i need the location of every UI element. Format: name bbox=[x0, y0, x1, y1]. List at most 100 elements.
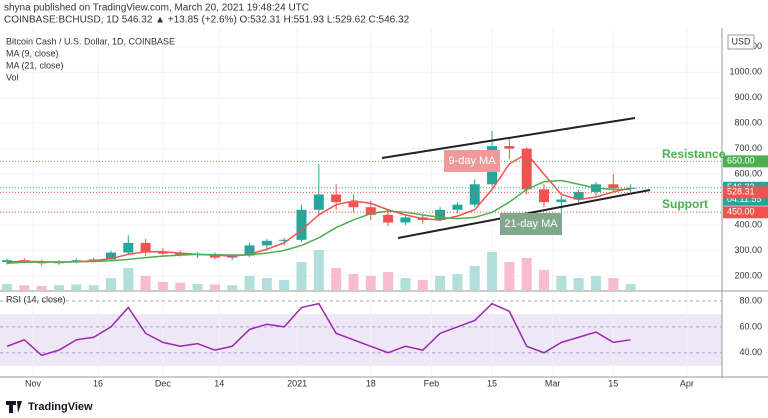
legend-entry: Vol bbox=[6, 72, 19, 82]
volume-bar bbox=[36, 286, 47, 290]
volume-bar bbox=[244, 276, 255, 290]
volume-bar bbox=[157, 282, 168, 290]
y-tick-label: 300.00 bbox=[734, 245, 762, 255]
trendline bbox=[381, 117, 636, 159]
volume-bar bbox=[88, 285, 99, 290]
publisher: shyna published on TradingView.com, Marc… bbox=[4, 3, 309, 14]
volume-bar bbox=[539, 270, 550, 290]
price-badge bbox=[723, 206, 768, 219]
volume-bar bbox=[19, 285, 30, 290]
volume-bar bbox=[590, 276, 601, 290]
candle-body bbox=[452, 204, 463, 210]
volume-bar bbox=[487, 252, 498, 290]
candle-body bbox=[140, 242, 151, 252]
y-tick-label: 900.00 bbox=[734, 92, 762, 102]
candle-body bbox=[608, 184, 619, 189]
rsi-line bbox=[6, 302, 631, 357]
volume-bar bbox=[227, 285, 238, 290]
x-tick-label: 15 bbox=[487, 378, 497, 388]
annotation: 21-day MA bbox=[504, 218, 558, 230]
x-tick-label: 2021 bbox=[287, 378, 307, 388]
volume-bar bbox=[365, 276, 376, 290]
candle-body bbox=[123, 242, 134, 253]
volume-bar bbox=[400, 278, 411, 290]
candle-body bbox=[504, 146, 515, 149]
countdown: 04:11:55 bbox=[727, 194, 761, 204]
currency: USD bbox=[731, 36, 751, 46]
candle-body bbox=[469, 184, 480, 205]
volume-bar bbox=[261, 278, 272, 290]
x-tick-label: Feb bbox=[424, 378, 440, 388]
price-badge bbox=[723, 155, 768, 168]
candle-body bbox=[157, 251, 168, 254]
candle-body bbox=[573, 191, 584, 200]
rsi-band bbox=[0, 313, 722, 366]
y-tick-label: 800.00 bbox=[734, 118, 762, 128]
annotation-box bbox=[500, 213, 562, 235]
annotation: 9-day MA bbox=[448, 155, 496, 167]
volume-bar bbox=[53, 285, 64, 290]
candle-body bbox=[105, 252, 116, 260]
x-tick-label: Nov bbox=[25, 378, 42, 388]
candle-body bbox=[175, 253, 186, 256]
volume-bar bbox=[469, 266, 480, 290]
x-tick-label: 15 bbox=[608, 378, 618, 388]
volume-bar bbox=[452, 274, 463, 290]
ma-line bbox=[6, 152, 631, 263]
candle-body bbox=[556, 199, 567, 203]
y-tick-label: 200.00 bbox=[734, 270, 762, 280]
volume-bar bbox=[279, 280, 290, 290]
x-tick-label: 14 bbox=[214, 378, 224, 388]
candle-body bbox=[2, 260, 13, 262]
logo-icon bbox=[6, 401, 22, 413]
x-tick-label: Dec bbox=[155, 378, 172, 388]
volume-bar bbox=[71, 284, 82, 290]
volume-bar bbox=[105, 278, 116, 290]
legend-entry: MA (21, close) bbox=[6, 60, 64, 70]
rsi-tick-label: 40.00 bbox=[739, 347, 762, 357]
annotation: Resistance bbox=[662, 147, 726, 161]
candle-body bbox=[383, 214, 394, 223]
candle-body bbox=[313, 194, 324, 210]
volume-bar bbox=[331, 268, 342, 290]
candle-body bbox=[261, 240, 272, 246]
candle-body bbox=[435, 209, 446, 220]
volume-bar bbox=[435, 276, 446, 290]
legend-entry: MA (9, close) bbox=[6, 48, 59, 58]
volume-bar bbox=[556, 276, 567, 290]
y-tick-label: 1000.00 bbox=[729, 67, 762, 77]
volume-bar bbox=[573, 278, 584, 290]
candle-body bbox=[400, 217, 411, 223]
price-badge bbox=[723, 186, 768, 199]
annotation: Support bbox=[662, 197, 708, 211]
volume-bar bbox=[2, 284, 13, 290]
ma-line bbox=[6, 179, 631, 265]
x-tick-label: Mar bbox=[545, 378, 561, 388]
volume-bar bbox=[521, 258, 532, 290]
candle-body bbox=[279, 239, 290, 241]
x-tick-label: 18 bbox=[366, 378, 376, 388]
volume-bar bbox=[625, 284, 636, 290]
volume-bar bbox=[123, 268, 134, 290]
candle-body bbox=[365, 207, 376, 215]
volume-bar bbox=[417, 280, 428, 290]
currency-box bbox=[727, 34, 755, 50]
candle-body bbox=[521, 148, 532, 190]
volume-bar bbox=[140, 276, 151, 290]
volume-bar bbox=[209, 284, 220, 290]
candle-body bbox=[331, 194, 342, 203]
candle-body bbox=[348, 202, 359, 208]
candle-body bbox=[71, 260, 82, 262]
legend-entry: RSI (14, close) bbox=[6, 294, 66, 304]
footer-logo: TradingView bbox=[28, 401, 93, 413]
volume-bar bbox=[504, 262, 515, 290]
y-tick-label: 700.00 bbox=[734, 143, 762, 153]
volume-bar bbox=[192, 284, 203, 290]
annotation-box bbox=[444, 150, 500, 172]
volume-bar bbox=[608, 278, 619, 290]
plot: 200.00300.00400.00500.00600.00700.00800.… bbox=[0, 28, 768, 388]
candle-body bbox=[539, 189, 550, 203]
x-tick-label: Apr bbox=[680, 378, 694, 388]
